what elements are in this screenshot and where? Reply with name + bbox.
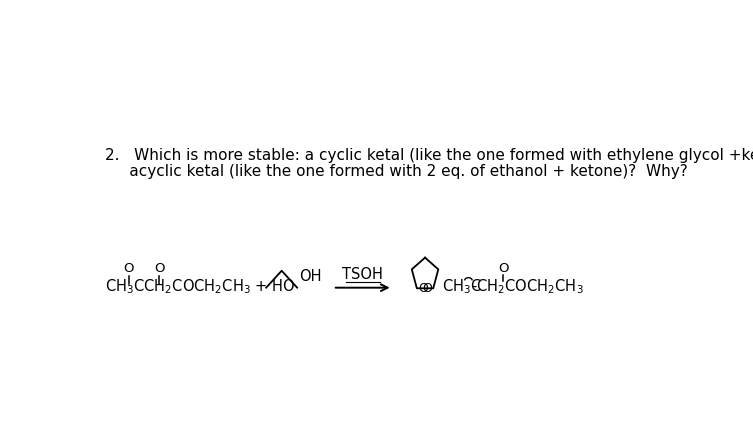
Text: TSOH: TSOH xyxy=(342,266,383,282)
Text: OH: OH xyxy=(299,269,322,284)
Text: CH$_{\sf 3}$C: CH$_{\sf 3}$C xyxy=(442,277,482,296)
Text: O: O xyxy=(123,261,134,274)
Text: -CH$_{\sf 2}$COCH$_{\sf 2}$CH$_{\sf 3}$: -CH$_{\sf 2}$COCH$_{\sf 2}$CH$_{\sf 3}$ xyxy=(471,277,584,296)
Text: 2.   Which is more stable: a cyclic ketal (like the one formed with ethylene gly: 2. Which is more stable: a cyclic ketal … xyxy=(105,147,753,163)
Text: O: O xyxy=(154,261,164,274)
Text: CH$_{\sf 3}$CCH$_{\sf 2}$COCH$_{\sf 2}$CH$_{\sf 3}$ + HO: CH$_{\sf 3}$CCH$_{\sf 2}$COCH$_{\sf 2}$C… xyxy=(105,277,295,296)
Text: O: O xyxy=(422,282,431,295)
Text: acyclic ketal (like the one formed with 2 eq. of ethanol + ketone)?  Why?: acyclic ketal (like the one formed with … xyxy=(105,165,687,179)
Text: O: O xyxy=(419,282,428,295)
Text: O: O xyxy=(498,261,508,274)
